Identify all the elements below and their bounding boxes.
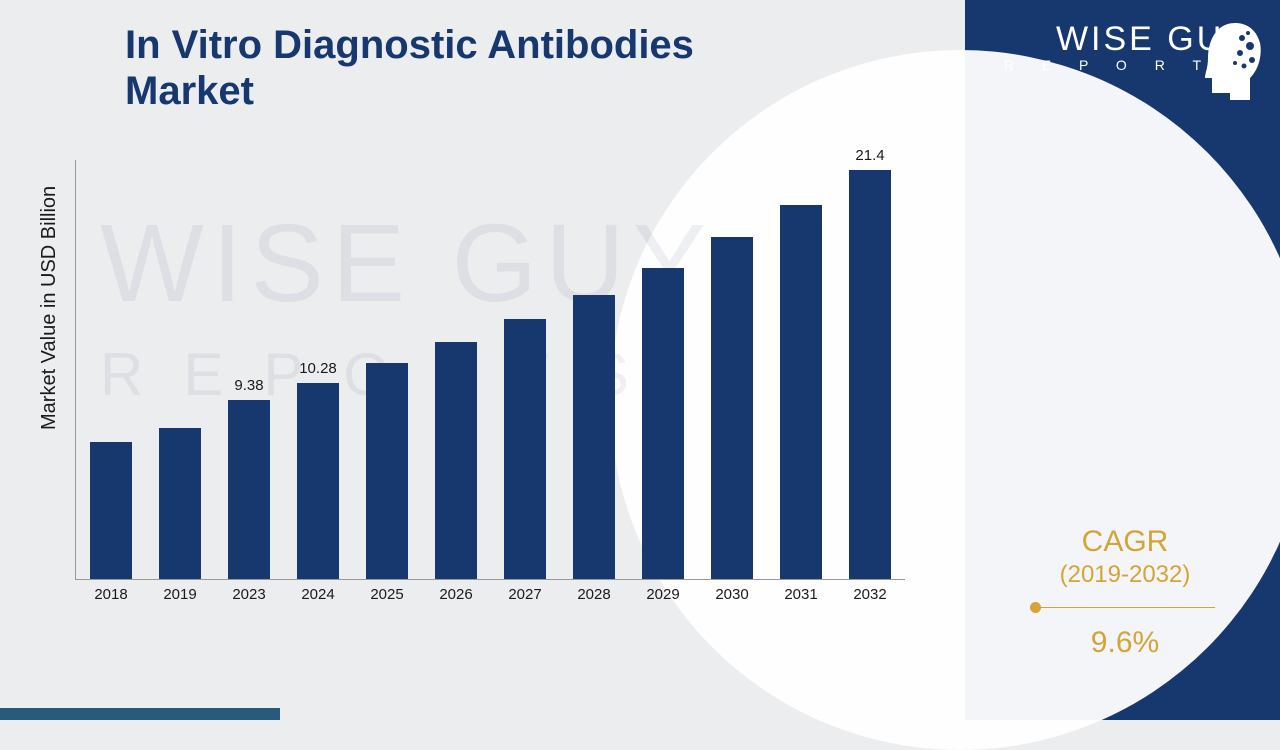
plot-area: 2018201920239.38202410.28202520262027202… bbox=[75, 160, 905, 580]
bar bbox=[711, 237, 753, 579]
x-tick-label: 2019 bbox=[150, 586, 210, 603]
cagr-range: (2019-2032) bbox=[1010, 561, 1240, 589]
cagr-divider bbox=[1035, 607, 1215, 608]
x-tick-label: 2031 bbox=[771, 586, 831, 603]
bar bbox=[849, 170, 891, 579]
bar bbox=[228, 400, 270, 579]
head-icon bbox=[1200, 18, 1270, 103]
bottom-strip bbox=[0, 708, 280, 720]
bar bbox=[297, 383, 339, 579]
chart-title: In Vitro Diagnostic Antibodies Market bbox=[125, 22, 765, 114]
x-tick-label: 2025 bbox=[357, 586, 417, 603]
bar bbox=[435, 342, 477, 579]
bar bbox=[504, 319, 546, 579]
bar-value-label: 21.4 bbox=[840, 147, 900, 164]
bar bbox=[90, 442, 132, 579]
x-tick-label: 2028 bbox=[564, 586, 624, 603]
cagr-block: CAGR (2019-2032) 9.6% bbox=[1010, 525, 1240, 660]
cagr-title: CAGR bbox=[1010, 525, 1240, 559]
y-axis-label: Market Value in USD Billion bbox=[38, 186, 61, 430]
bar bbox=[366, 363, 408, 579]
x-tick-label: 2029 bbox=[633, 586, 693, 603]
x-tick-label: 2018 bbox=[81, 586, 141, 603]
x-tick-label: 2032 bbox=[840, 586, 900, 603]
bar bbox=[642, 268, 684, 579]
x-tick-label: 2027 bbox=[495, 586, 555, 603]
bar-chart: Market Value in USD Billion 201820192023… bbox=[30, 160, 910, 620]
bar-value-label: 10.28 bbox=[288, 360, 348, 377]
bar bbox=[159, 428, 201, 579]
x-tick-label: 2023 bbox=[219, 586, 279, 603]
x-tick-label: 2024 bbox=[288, 586, 348, 603]
x-tick-label: 2030 bbox=[702, 586, 762, 603]
bar bbox=[780, 205, 822, 579]
cagr-value: 9.6% bbox=[1010, 626, 1240, 660]
bar-value-label: 9.38 bbox=[219, 377, 279, 394]
x-tick-label: 2026 bbox=[426, 586, 486, 603]
bar bbox=[573, 295, 615, 579]
